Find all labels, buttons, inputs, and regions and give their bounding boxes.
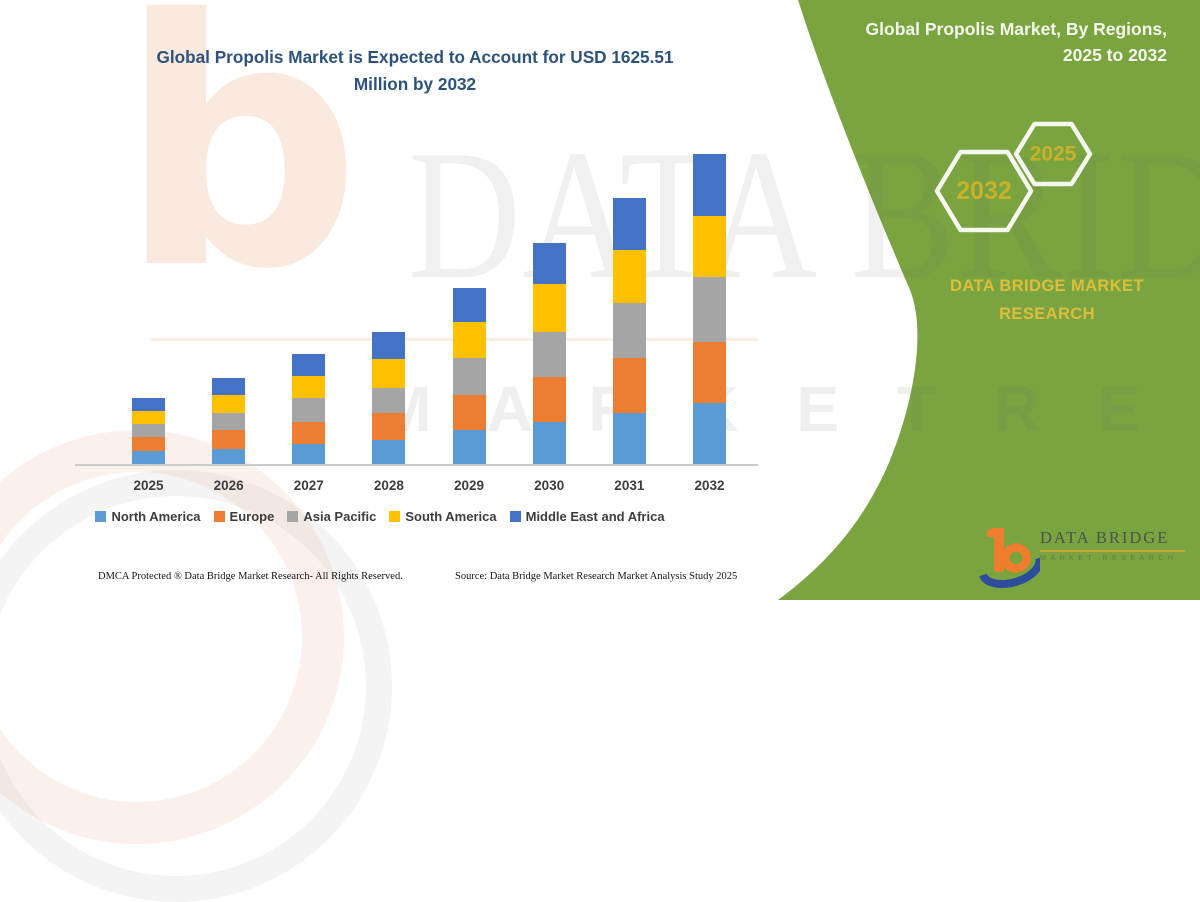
bar-segment-south-america	[532, 284, 566, 333]
bar-segment-middle-east-and-africa	[612, 198, 646, 251]
x-axis-label: 2028	[373, 478, 404, 493]
bar-segment-south-america	[132, 411, 165, 425]
hexagon-year-label: 2025	[1030, 143, 1077, 166]
hexagon-year-label: 2032	[956, 177, 1012, 205]
legend-item: Europe	[213, 509, 275, 524]
legend: North America Europe Asia Pacific South Ame…	[0, 509, 760, 524]
legend-swatch-icon	[389, 511, 401, 522]
x-axis-label: 2032	[694, 478, 725, 493]
page-title-line2: Million by 2032	[353, 74, 477, 94]
x-axis-line	[75, 464, 758, 466]
watermark-marketresearch-text: M A R K E T R E S E A R C H	[378, 373, 1200, 445]
legend-label: Middle East and Africa	[525, 509, 665, 524]
logo-subtext: MARKET RESEARCH	[1040, 554, 1178, 562]
bar-segment-south-america	[452, 322, 486, 359]
x-axis-label: 2031	[614, 478, 645, 493]
panel-title: Global Propolis Market, By Regions, 2025…	[747, 16, 1167, 68]
hexagon-2025: 2025	[1013, 121, 1093, 187]
bar-segment-north-america	[372, 440, 406, 465]
green-panel-shape	[778, 0, 1200, 600]
brand-text: DATA BRIDGE MARKET RESEARCH	[897, 272, 1197, 328]
panel-title-line2: 2025 to 2032	[1062, 45, 1167, 65]
bar-segment-north-america	[212, 448, 246, 465]
bar-segment-north-america	[692, 403, 726, 465]
footer-source: Source: Data Bridge Market Research Mark…	[455, 571, 738, 582]
bar-segment-asia-pacific	[372, 387, 406, 414]
legend-swatch-icon	[213, 511, 225, 522]
dbmr-logo: DATA BRIDGE MARKET RESEARCH	[978, 520, 1190, 590]
legend-swatch-icon	[509, 511, 521, 522]
bar-segment-middle-east-and-africa	[212, 377, 246, 396]
bar-segment-south-america	[612, 250, 646, 304]
bar-segment-europe	[612, 358, 646, 413]
brand-line1: DATA BRIDGE MARKET	[950, 277, 1144, 295]
x-axis-label: 2025	[133, 478, 164, 493]
footer-copyright: DMCA Protected ® Data Bridge Market Rese…	[98, 571, 403, 582]
legend-label: South America	[405, 509, 497, 524]
bar-segment-middle-east-and-africa	[532, 243, 566, 285]
brand-line2: RESEARCH	[999, 305, 1095, 323]
x-axis-label: 2026	[213, 478, 244, 493]
bar-segment-europe	[532, 377, 566, 422]
legend-swatch-icon	[287, 511, 299, 522]
bar-segment-north-america	[532, 421, 566, 465]
bar-segment-asia-pacific	[212, 413, 246, 430]
bar-segment-north-america	[452, 430, 486, 465]
bar-segment-europe	[372, 413, 406, 441]
bar-segment-middle-east-and-africa	[292, 354, 326, 377]
hexagons: 2025 2032	[934, 121, 1093, 233]
bar-segment-middle-east-and-africa	[452, 288, 486, 323]
bar-segment-north-america	[292, 443, 326, 465]
bar-segment-south-america	[692, 215, 726, 277]
hexagon-2032: 2032	[934, 149, 1034, 233]
green-panel	[778, 0, 1200, 600]
page-title: Global Propolis Market is Expected to Ac…	[90, 44, 740, 98]
bar-segment-europe	[452, 395, 486, 430]
bar-segment-europe	[292, 421, 326, 444]
bar-segment-europe	[692, 341, 726, 404]
bar-segment-asia-pacific	[132, 424, 165, 438]
legend-item: South America	[389, 509, 497, 524]
x-axis-label: 2029	[454, 478, 485, 493]
bar-segment-asia-pacific	[452, 358, 486, 395]
legend-label: North America	[111, 509, 201, 524]
legend-label: Asia Pacific	[303, 509, 377, 524]
bar-segment-north-america	[612, 412, 646, 465]
x-axis-label: 2030	[534, 478, 565, 493]
bar-segment-south-america	[372, 358, 406, 388]
legend-swatch-icon	[95, 511, 107, 522]
bar-segment-europe	[132, 437, 165, 452]
legend-item: Asia Pacific	[287, 509, 376, 524]
bar-segment-south-america	[292, 376, 326, 399]
bar-segment-north-america	[132, 451, 165, 465]
logo-mark-icon	[979, 528, 1044, 588]
bar-segment-asia-pacific	[532, 332, 566, 377]
logo-name: DATA BRIDGE	[1040, 528, 1170, 547]
watermark-b-logo: b	[118, 0, 362, 344]
x-axis-label: 2027	[293, 478, 324, 493]
bar-segment-south-america	[212, 395, 246, 414]
logo-wordmark: DATA BRIDGE MARKET RESEARCH	[1040, 528, 1190, 562]
bar-segment-europe	[212, 429, 246, 449]
bar-segment-middle-east-and-africa	[372, 332, 406, 359]
legend-item: North America	[95, 509, 201, 524]
panel-title-line1: Global Propolis Market, By Regions,	[865, 19, 1167, 39]
logo-rule	[1040, 550, 1185, 552]
bar-segment-asia-pacific	[292, 398, 326, 422]
bar-segment-middle-east-and-africa	[132, 398, 165, 412]
legend-item: Middle East and Africa	[509, 509, 665, 524]
bar-segment-middle-east-and-africa	[692, 154, 726, 216]
legend-label: Europe	[229, 509, 275, 524]
bar-segment-asia-pacific	[612, 303, 646, 359]
page-title-line1: Global Propolis Market is Expected to Ac…	[156, 47, 674, 67]
bar-segment-asia-pacific	[692, 276, 726, 342]
